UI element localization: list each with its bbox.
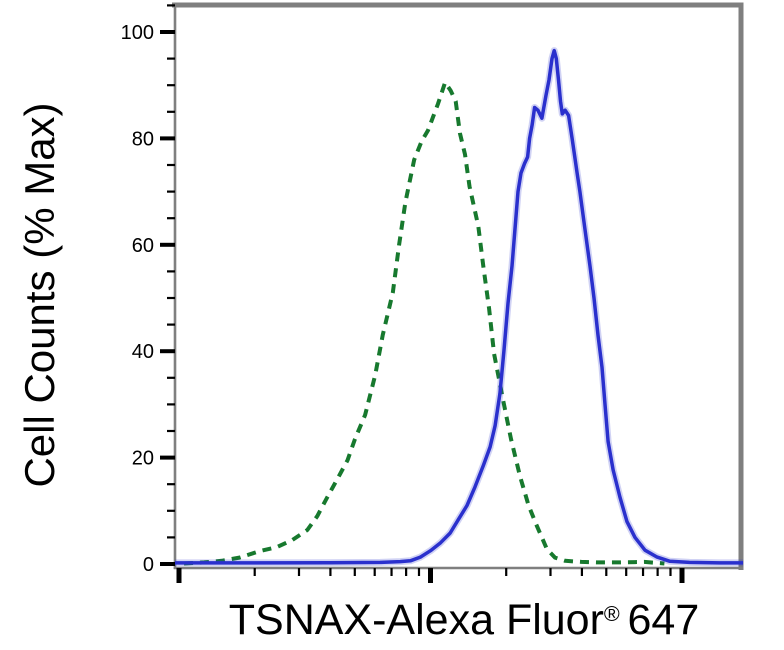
x-axis-title-text: TSNAX-Alexa Fluor <box>228 596 604 644</box>
registered-trademark-symbol: ® <box>603 601 620 626</box>
y-tick-label: 20 <box>132 448 154 470</box>
y-tick-label: 0 <box>143 554 154 576</box>
green-dashed-curve <box>183 80 665 566</box>
y-tick-label: 100 <box>121 22 154 44</box>
y-tick-label: 60 <box>132 235 154 257</box>
blue-solid-curve <box>175 48 744 565</box>
x-axis-title-suffix: 647 <box>627 596 700 644</box>
y-tick-label: 40 <box>132 341 154 363</box>
y-tick-label: 80 <box>132 128 154 150</box>
blue-solid-curve-halo <box>175 47 744 567</box>
x-axis-title: TSNAX-Alexa Fluor® 647 <box>229 596 700 645</box>
